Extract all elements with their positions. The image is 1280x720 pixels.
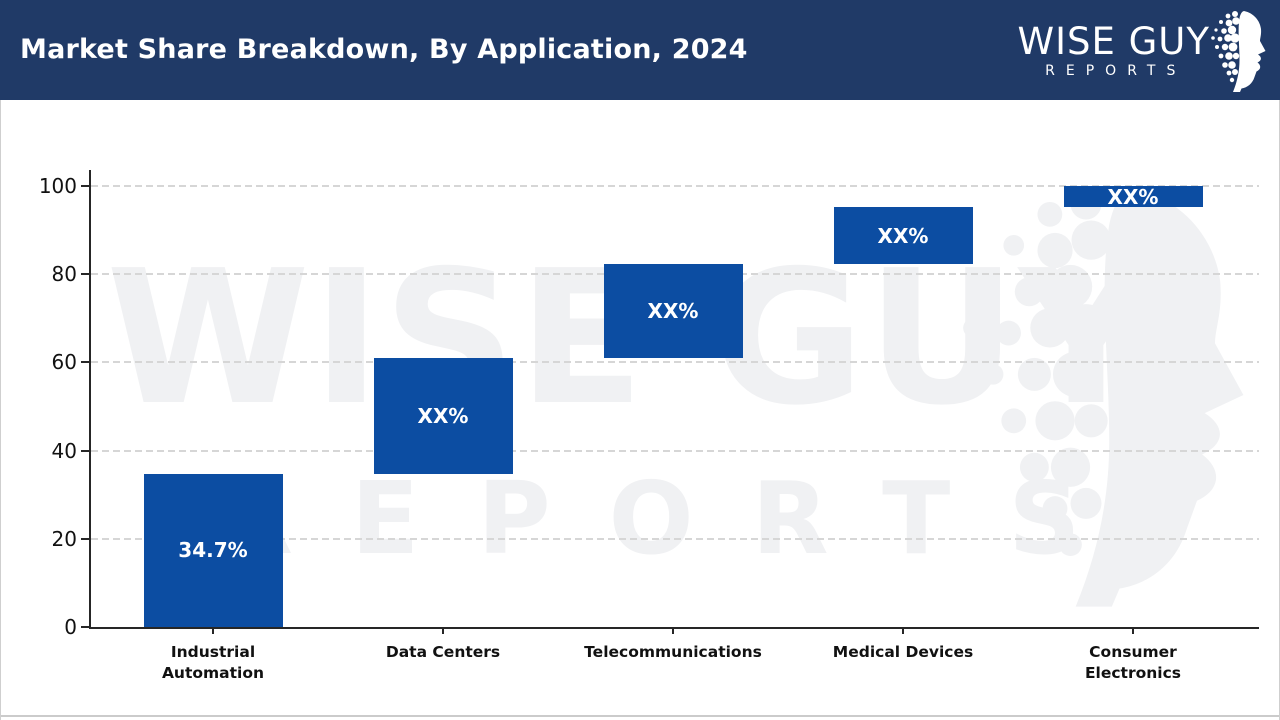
bar-value-label: XX% xyxy=(877,223,929,248)
y-tick-label: 40 xyxy=(51,438,77,463)
wiseguy-logo-text: WISE GUY REPORTS xyxy=(1017,19,1210,80)
x-tick-mark xyxy=(442,627,444,634)
bar-value-label: XX% xyxy=(647,299,699,323)
gridline-60 xyxy=(91,361,1259,364)
y-tick-mark xyxy=(81,361,89,364)
wiseguy-logo: WISE GUY REPORTS xyxy=(1018,8,1266,94)
x-axis-label: Consumer Electronics xyxy=(1084,643,1182,682)
y-tick-label: 60 xyxy=(51,350,77,375)
bar-segment: XX% xyxy=(1063,184,1203,209)
x-tick-mark xyxy=(1132,627,1134,634)
chart-area: WISE GUY REPORTS 0 20 40 60 80 100 34.7% Indust… xyxy=(0,100,1280,720)
logo-subtext: REPORTS xyxy=(1045,63,1187,80)
bar-segment: XX% xyxy=(833,207,973,265)
y-tick-label: 100 xyxy=(38,174,77,198)
y-tick-mark xyxy=(81,185,89,187)
x-tick-mark xyxy=(902,627,904,634)
gridline-40 xyxy=(91,449,1259,452)
x-tick-mark xyxy=(672,627,674,634)
watermark-subtext: REPORTS xyxy=(216,460,1139,577)
page-title: Market Share Breakdown, By Application, … xyxy=(20,34,748,65)
bar-value-label: XX% xyxy=(417,403,469,428)
x-axis-label: Medical Devices xyxy=(832,643,974,661)
report-header: Market Share Breakdown, By Application, … xyxy=(0,0,1280,100)
bar-segment: XX% xyxy=(603,264,743,358)
bar-segment: 34.7% xyxy=(143,473,283,627)
gridline-100 xyxy=(91,185,1259,187)
x-axis-label: Industrial Automation xyxy=(161,643,265,682)
bottom-border-line xyxy=(1,715,1279,717)
y-tick-mark xyxy=(81,626,89,628)
x-tick-mark xyxy=(212,627,214,634)
y-tick-mark xyxy=(81,449,89,452)
logo-wordmark: WISE GUY xyxy=(1017,19,1210,63)
bar-value-label: XX% xyxy=(1107,184,1159,209)
gridline-20 xyxy=(91,537,1259,540)
x-axis-label: Data Centers xyxy=(385,643,501,661)
x-axis-label: Telecommunications xyxy=(584,643,762,661)
chart-plot: 0 20 40 60 80 100 34.7% Industrial Automation XX… xyxy=(39,170,1259,682)
y-tick-label: 80 xyxy=(51,262,77,287)
wiseguy-face-icon xyxy=(1204,10,1266,92)
y-tick-mark xyxy=(81,273,89,276)
bar-value-label: 34.7% xyxy=(178,538,248,563)
y-tick-label: 20 xyxy=(51,526,77,551)
y-tick-mark xyxy=(81,537,89,540)
bar-segment: XX% xyxy=(373,357,513,474)
y-tick-label: 0 xyxy=(64,615,77,639)
